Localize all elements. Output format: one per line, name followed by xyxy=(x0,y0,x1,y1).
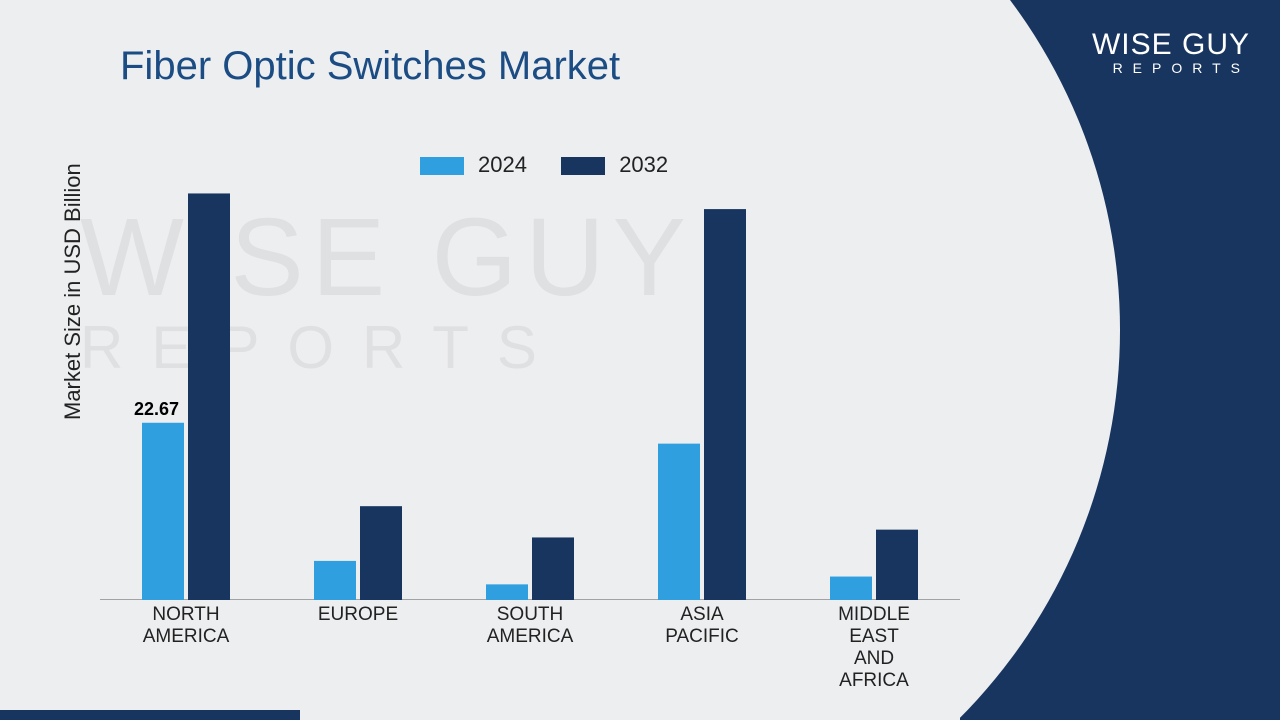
bar-2024-2 xyxy=(486,584,528,600)
bar-2032-2 xyxy=(532,537,574,600)
x-axis: NORTHAMERICA EUROPE SOUTHAMERICA ASIAPACIFI… xyxy=(100,600,960,710)
bar-2032-3 xyxy=(704,209,746,600)
x-category-2: SOUTHAMERICA xyxy=(460,604,600,648)
bar-2032-1 xyxy=(360,506,402,600)
bar-2024-0 xyxy=(142,423,184,600)
legend-swatch-2032 xyxy=(561,157,605,175)
logo-line2: REPORTS xyxy=(1092,60,1250,76)
legend: 2024 2032 xyxy=(100,152,960,178)
brand-logo: WISE GUY REPORTS xyxy=(1092,28,1250,76)
x-category-4: MIDDLEEASTANDAFRICA xyxy=(804,604,944,691)
bar-2024-4 xyxy=(830,577,872,600)
canvas: WISE GUY REPORTS Fiber Optic Switches Ma… xyxy=(0,0,1280,720)
data-label-22.67: 22.67 xyxy=(134,399,179,420)
bar-2024-1 xyxy=(314,561,356,600)
bar-chart xyxy=(100,170,960,600)
x-category-0: NORTHAMERICA xyxy=(116,604,256,648)
bar-2024-3 xyxy=(658,444,700,600)
legend-label-2024: 2024 xyxy=(478,152,527,177)
x-category-3: ASIAPACIFIC xyxy=(632,604,772,648)
y-axis-label: Market Size in USD Billion xyxy=(60,163,86,420)
bar-2032-4 xyxy=(876,530,918,600)
chart-title: Fiber Optic Switches Market xyxy=(120,44,620,89)
legend-label-2032: 2032 xyxy=(619,152,668,177)
bottom-accent-strip xyxy=(0,710,300,720)
bar-2032-0 xyxy=(188,193,230,600)
x-category-1: EUROPE xyxy=(288,604,428,626)
logo-line1: WISE GUY xyxy=(1092,28,1250,62)
legend-swatch-2024 xyxy=(420,157,464,175)
